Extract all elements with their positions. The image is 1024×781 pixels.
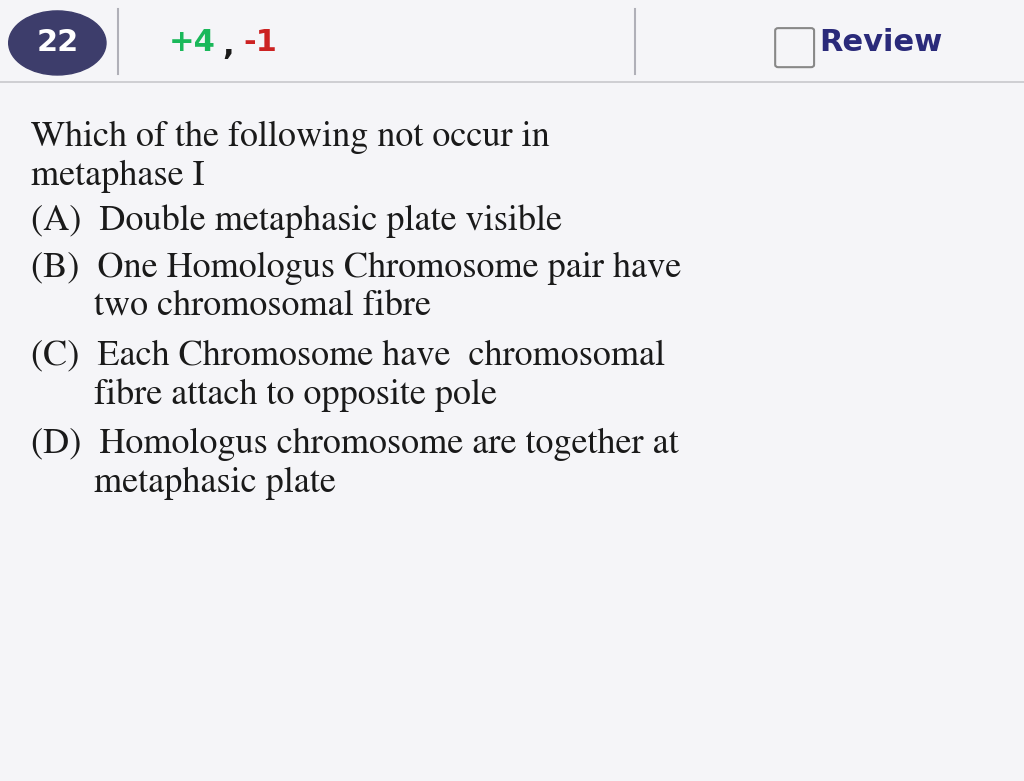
- Text: Review: Review: [819, 28, 942, 58]
- Text: Which of the following not occur in: Which of the following not occur in: [31, 121, 550, 154]
- Text: metaphase I: metaphase I: [31, 160, 205, 193]
- Text: ,: ,: [222, 32, 233, 62]
- Text: two chromosomal fibre: two chromosomal fibre: [31, 291, 431, 323]
- Text: (B)  One Homologus Chromosome pair have: (B) One Homologus Chromosome pair have: [31, 251, 681, 284]
- Text: (C)  Each Chromosome have  chromosomal: (C) Each Chromosome have chromosomal: [31, 340, 665, 373]
- Text: 22: 22: [36, 28, 79, 58]
- Ellipse shape: [8, 11, 106, 75]
- FancyBboxPatch shape: [775, 28, 814, 67]
- Text: -1: -1: [244, 28, 278, 58]
- Text: (D)  Homologus chromosome are together at: (D) Homologus chromosome are together at: [31, 428, 679, 461]
- Text: fibre attach to opposite pole: fibre attach to opposite pole: [31, 379, 497, 412]
- Text: +4: +4: [169, 28, 216, 58]
- FancyBboxPatch shape: [0, 0, 1024, 82]
- Text: (A)  Double metaphasic plate visible: (A) Double metaphasic plate visible: [31, 205, 562, 238]
- Text: metaphasic plate: metaphasic plate: [31, 467, 336, 500]
